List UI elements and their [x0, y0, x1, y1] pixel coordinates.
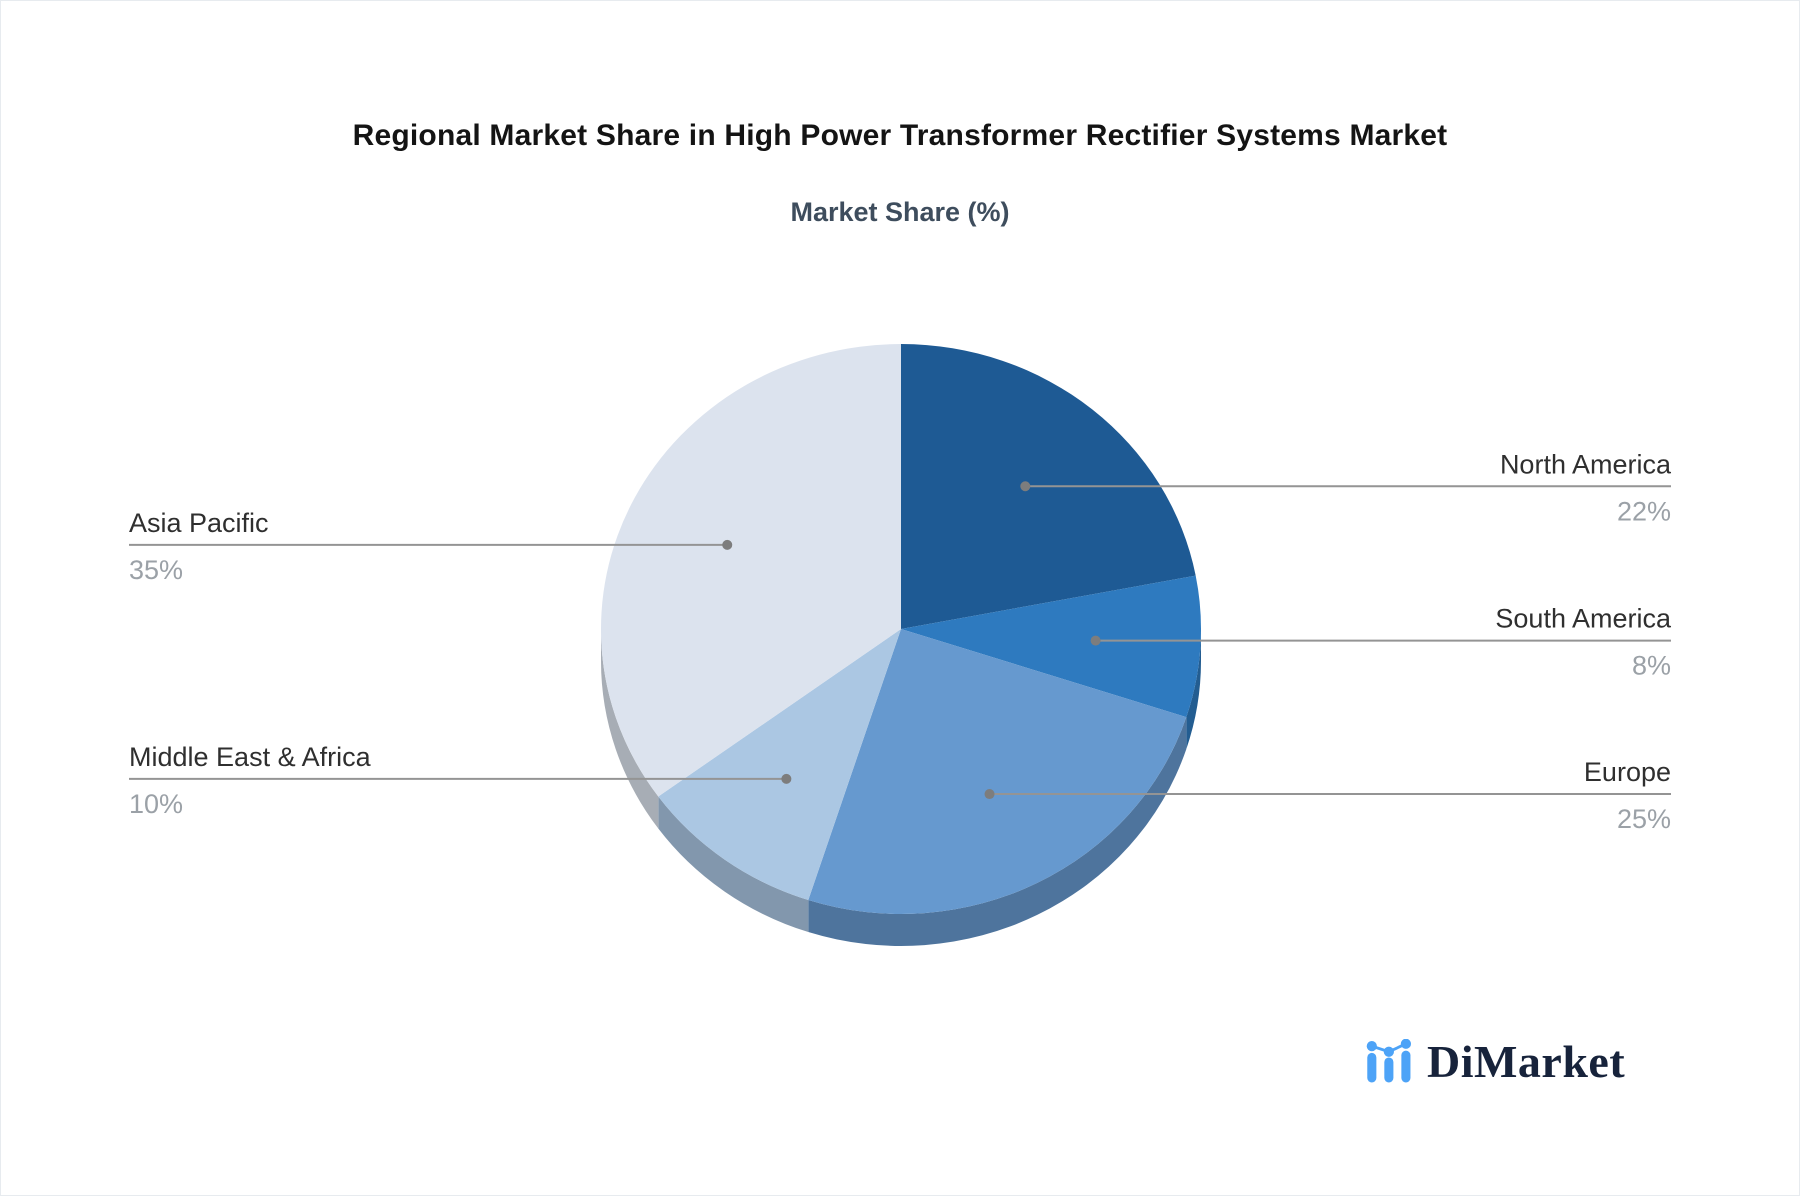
chart-subtitle: Market Share (%) — [790, 197, 1010, 227]
leader-dot-middle-east-africa — [781, 773, 792, 784]
slice-percent-asia-pacific: 35% — [129, 555, 183, 585]
pie-slice-side-middle-east-africa — [658, 796, 809, 933]
slice-label-south-america: South America — [1495, 604, 1672, 634]
slice-percent-south-america: 8% — [1632, 651, 1671, 681]
pie-slice-middle-east-africa[interactable] — [658, 629, 901, 901]
leader-dot-asia-pacific — [722, 539, 733, 550]
pie-slice-south-america[interactable] — [901, 575, 1201, 718]
brand-logo: DiMarket — [1365, 1035, 1625, 1088]
leader-dot-europe — [984, 789, 995, 800]
pie-slice-side-south-america — [1186, 629, 1201, 750]
slice-label-europe: Europe — [1584, 757, 1671, 787]
pie-slice-europe[interactable] — [808, 629, 1187, 914]
slice-percent-middle-east-africa: 10% — [129, 789, 183, 819]
slice-label-north-america: North America — [1500, 449, 1672, 479]
slice-label-asia-pacific: Asia Pacific — [129, 508, 269, 538]
leader-dot-north-america — [1020, 481, 1031, 492]
pie-slice-asia-pacific[interactable] — [601, 344, 901, 797]
bar-line-chart-icon — [1366, 1038, 1412, 1082]
pie-slice-side-europe — [808, 717, 1187, 946]
leader-dot-south-america — [1090, 635, 1101, 646]
pie-callouts: North America 22% South America 8% Europe 25%… — [129, 449, 1672, 834]
slice-label-middle-east-africa: Middle East & Africa — [129, 742, 372, 772]
slice-percent-north-america: 22% — [1617, 496, 1671, 526]
chart-title: Regional Market Share in High Power Tran… — [352, 119, 1448, 152]
pie-slices — [601, 344, 1201, 914]
slice-percent-europe: 25% — [1617, 804, 1671, 834]
brand-logo-text: DiMarket — [1427, 1036, 1626, 1087]
